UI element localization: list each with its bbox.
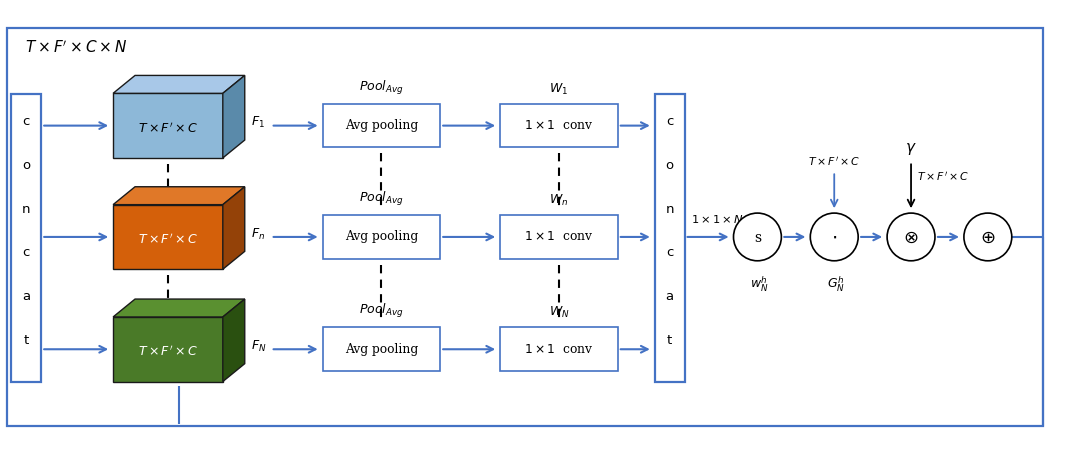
Text: o: o: [665, 158, 674, 172]
Bar: [12, 95, 41, 382]
Circle shape: [733, 213, 782, 261]
Polygon shape: [113, 205, 223, 270]
Bar: [654, 95, 685, 382]
Text: o: o: [23, 158, 30, 172]
Text: a: a: [23, 289, 30, 303]
Text: t: t: [667, 333, 673, 346]
Text: $Pool_{Avg}$: $Pool_{Avg}$: [359, 190, 404, 207]
Circle shape: [964, 213, 1012, 261]
Polygon shape: [113, 317, 223, 382]
Text: $F_N$: $F_N$: [251, 338, 266, 353]
Text: $W_N$: $W_N$: [549, 305, 569, 320]
Text: $w_N^h$: $w_N^h$: [750, 274, 769, 293]
Circle shape: [887, 213, 935, 261]
Text: $1 \times 1$  conv: $1 \times 1$ conv: [524, 119, 594, 132]
Circle shape: [811, 213, 858, 261]
Text: $W_1$: $W_1$: [550, 81, 568, 96]
Text: $T \times F^{\prime} \times C \times N$: $T \times F^{\prime} \times C \times N$: [25, 39, 128, 56]
Text: $1 \times 1$  conv: $1 \times 1$ conv: [524, 342, 594, 355]
Bar: [322, 216, 440, 259]
Text: $T \times F^{\prime} \times C$: $T \times F^{\prime} \times C$: [138, 232, 198, 247]
Polygon shape: [113, 76, 245, 94]
Text: $T \times F^{\prime} \times C$: $T \times F^{\prime} \times C$: [138, 344, 198, 359]
Text: n: n: [665, 202, 674, 215]
Text: $\oplus$: $\oplus$: [980, 228, 996, 247]
Text: Avg pooling: Avg pooling: [345, 119, 418, 132]
Text: $T \times F^{\prime} \times C$: $T \times F^{\prime} \times C$: [917, 170, 969, 183]
Bar: [322, 328, 440, 371]
Text: $G_N^h$: $G_N^h$: [827, 274, 845, 293]
Polygon shape: [113, 299, 245, 317]
Bar: [322, 105, 440, 148]
Text: $T \times F^{\prime} \times C$: $T \times F^{\prime} \times C$: [138, 121, 198, 136]
Text: c: c: [23, 115, 30, 128]
Text: a: a: [665, 289, 674, 303]
Polygon shape: [223, 299, 245, 382]
Text: c: c: [666, 115, 674, 128]
Bar: [500, 216, 618, 259]
Polygon shape: [113, 187, 245, 205]
Text: $Pool_{Avg}$: $Pool_{Avg}$: [359, 79, 404, 96]
Text: $\otimes$: $\otimes$: [903, 228, 918, 247]
Text: $T \times F^{\prime} \times C$: $T \times F^{\prime} \times C$: [808, 155, 860, 168]
Text: n: n: [22, 202, 30, 215]
Polygon shape: [113, 94, 223, 159]
Text: $W_n$: $W_n$: [550, 192, 568, 207]
Text: $\gamma$: $\gamma$: [906, 141, 917, 157]
Bar: [8, 29, 1042, 426]
Polygon shape: [223, 76, 245, 159]
Text: $Pool_{Avg}$: $Pool_{Avg}$: [359, 302, 404, 320]
Text: t: t: [24, 333, 29, 346]
Text: c: c: [23, 246, 30, 259]
Text: $F_n$: $F_n$: [251, 226, 265, 241]
Text: s: s: [754, 230, 761, 244]
Polygon shape: [223, 187, 245, 270]
Bar: [500, 105, 618, 148]
Text: $1 \times 1$  conv: $1 \times 1$ conv: [524, 230, 594, 243]
Text: Avg pooling: Avg pooling: [345, 342, 418, 355]
Text: $\cdot$: $\cdot$: [831, 228, 838, 247]
Text: Avg pooling: Avg pooling: [345, 230, 418, 243]
Text: $F_1$: $F_1$: [251, 115, 265, 130]
Bar: [500, 328, 618, 371]
Text: c: c: [666, 246, 674, 259]
Text: $1 \times 1 \times N \times 1$: $1 \times 1 \times N \times 1$: [691, 212, 763, 224]
